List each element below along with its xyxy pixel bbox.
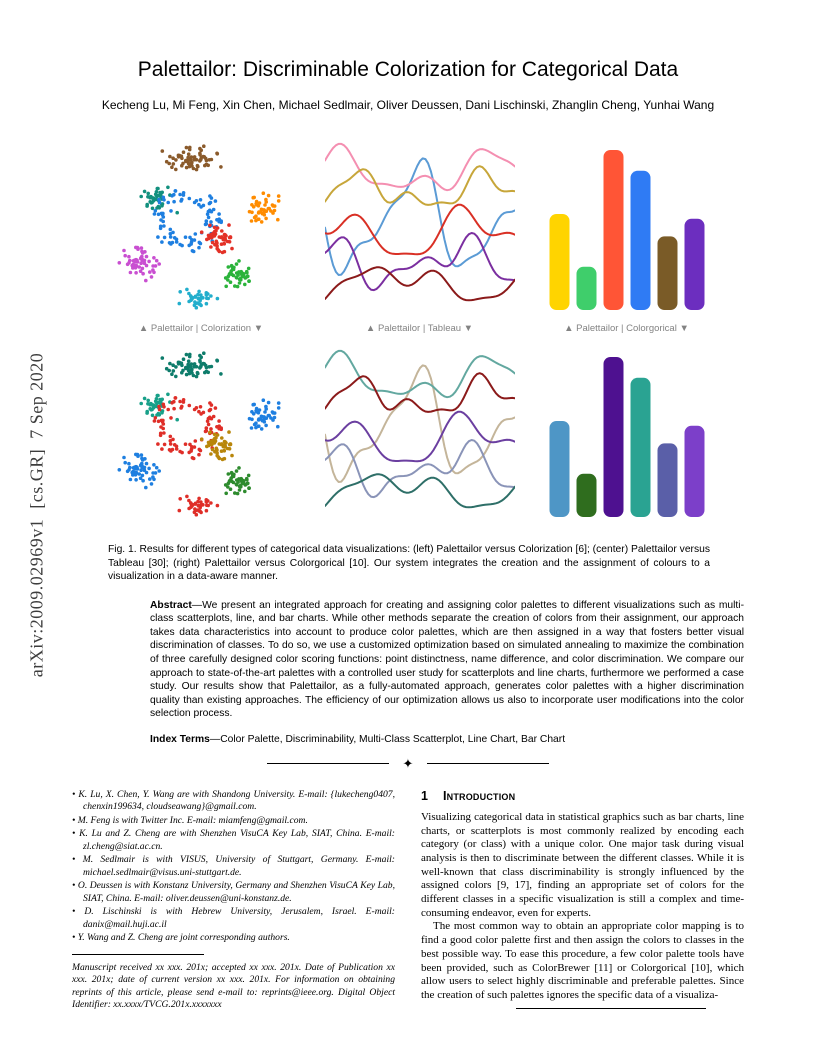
index-terms-text: —Color Palette, Discriminability, Multi-… [209,733,566,745]
column-right: 1 Introduction Visualizing categorical da… [421,787,744,1012]
figure-label-colorgorical: ▲ Palettailor | Colorgorical ▼ [564,323,689,334]
linechart-palettailor [324,142,515,302]
author-line: Kecheng Lu, Mi Feng, Xin Chen, Michael S… [101,98,715,112]
manuscript-note: Manuscript received xx xxx. 201x; accept… [72,961,395,1010]
intro-paragraph-1: Visualizing categorical data in statisti… [421,810,744,919]
figure-cell [104,130,299,320]
footnote-item: D. Lischinski is with Hebrew University,… [72,906,395,931]
abstract-heading: Abstract [150,599,192,611]
figure-cell [104,337,299,527]
author-footnotes: K. Lu, X. Chen, Y. Wang are with Shandon… [72,789,395,945]
figure-label-tableau: ▲ Palettailor | Tableau ▼ [365,323,474,334]
section-divider: ✦ [72,755,744,771]
barchart-palettailor [549,150,704,310]
arxiv-watermark: arXiv:2009.02969v1 [cs.GR] 7 Sep 2020 [26,352,47,678]
footnote-rule [72,953,204,955]
column-left: K. Lu, X. Chen, Y. Wang are with Shandon… [72,787,395,1012]
intro-paragraph-2: The most common way to obtain an appropr… [421,920,744,1001]
scatterplot-colorization [117,351,280,517]
index-terms: Index Terms—Color Palette, Discriminabil… [150,734,744,745]
figure-column-bars: ▲ Palettailor | Colorgorical ▼ [541,130,713,527]
footnote-item: M. Sedlmair is with VISUS, University of… [72,854,395,879]
index-terms-heading: Index Terms [150,733,210,745]
figure-cell [541,130,713,320]
footnote-item: O. Deussen is with Konstanz University, … [72,880,395,905]
figure-cell [541,337,713,527]
abstract-text: —We present an integrated approach for c… [150,599,744,720]
figure-label-colorization: ▲ Palettailor | Colorization ▼ [138,323,264,334]
abstract: Abstract—We present an integrated approa… [150,599,744,721]
figure-cell [324,337,515,527]
figure-grid: ▲ Palettailor | Colorization ▼ ▲ Paletta… [72,130,744,527]
linechart-tableau [324,349,515,509]
figure-caption: Fig. 1. Results for different types of c… [108,544,710,583]
section-title: Introduction [442,788,516,803]
footnote-item: M. Feng is with Twitter Inc. E-mail: mia… [72,815,395,827]
footnote-item: K. Lu, X. Chen, Y. Wang are with Shandon… [72,789,395,814]
footnote-item: K. Lu and Z. Cheng are with Shenzhen Vis… [72,828,395,853]
footnote-item: Y. Wang and Z. Cheng are joint correspon… [72,932,395,944]
section-number: 1 [421,788,428,803]
figure-column-lines: ▲ Palettailor | Tableau ▼ [324,130,515,527]
divider-rule-left [266,763,389,765]
scatterplot-palettailor [117,144,280,310]
footer-rule [516,1008,706,1009]
figure-column-scatter: ▲ Palettailor | Colorization ▼ [104,130,299,527]
divider-rule-right [427,763,550,765]
diamond-ornament-icon: ✦ [402,755,414,771]
page-title: Palettailor: Discriminable Colorization … [137,58,679,81]
figure-cell [324,130,515,320]
section-heading-introduction: 1 Introduction [421,789,744,803]
barchart-colorgorical [549,357,704,517]
